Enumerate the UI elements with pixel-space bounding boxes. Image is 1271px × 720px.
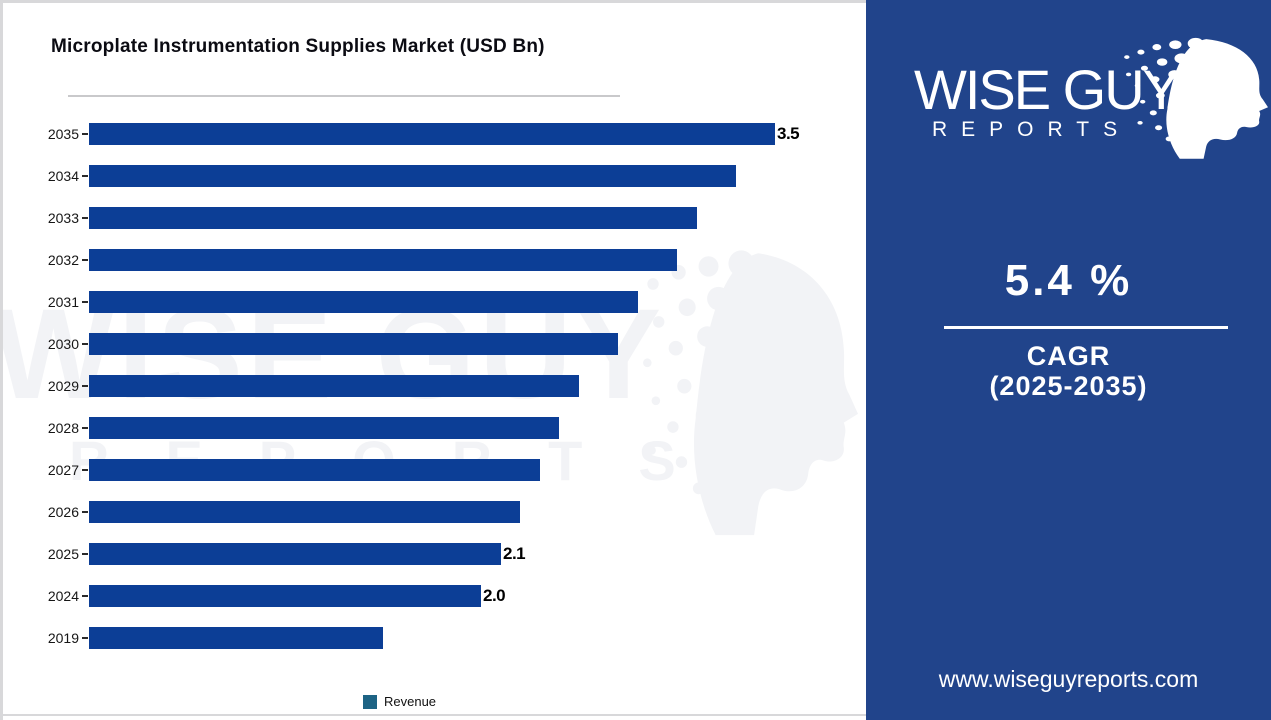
bar-row: 2026 bbox=[45, 491, 799, 533]
wiseguy-head-icon bbox=[1124, 37, 1268, 159]
y-axis-label: 2026 bbox=[47, 504, 79, 520]
bar-track bbox=[88, 333, 618, 355]
bottom-divider bbox=[3, 714, 866, 716]
revenue-bar bbox=[89, 165, 736, 187]
y-axis-label: 2028 bbox=[47, 420, 79, 436]
y-axis-label: 2034 bbox=[47, 168, 79, 184]
bar-row: 2032 bbox=[45, 239, 799, 281]
cagr-divider bbox=[944, 326, 1228, 329]
logo-text-wise-guy: WISE GUY bbox=[914, 58, 1180, 121]
axis-tick bbox=[82, 469, 88, 471]
bar-row: 2027 bbox=[45, 449, 799, 491]
bar-track bbox=[88, 249, 677, 271]
axis-tick bbox=[82, 595, 88, 597]
bar-row: 2031 bbox=[45, 281, 799, 323]
bar-row: 2029 bbox=[45, 365, 799, 407]
logo-head bbox=[1118, 36, 1268, 160]
bar-value-label: 2.0 bbox=[483, 586, 506, 605]
bar-row: 2024 2.0 bbox=[45, 575, 799, 617]
bar-track: 2.1 bbox=[88, 543, 526, 565]
cagr-label: CAGR bbox=[1026, 341, 1111, 371]
axis-tick bbox=[82, 259, 88, 261]
bar-track bbox=[88, 417, 559, 439]
bar-track bbox=[88, 291, 638, 313]
bar-track: 2.0 bbox=[88, 585, 506, 607]
legend-marker-icon bbox=[363, 694, 377, 709]
website-url: www.wiseguyreports.com bbox=[938, 666, 1199, 692]
bar-track bbox=[88, 501, 520, 523]
y-axis-label: 2027 bbox=[47, 462, 79, 478]
wiseguy-logo: WISE GUY REPORTS bbox=[866, 0, 1271, 180]
sidebar: WISE GUY REPORTS 5.4 % bbox=[866, 0, 1271, 720]
cagr-period: (2025-2035) bbox=[989, 371, 1148, 401]
bar-track bbox=[88, 165, 736, 187]
legend: Revenue bbox=[363, 694, 436, 709]
axis-tick bbox=[82, 301, 88, 303]
legend-label: Revenue bbox=[384, 694, 437, 709]
bar-row: 2025 2.1 bbox=[45, 533, 799, 575]
revenue-bar bbox=[89, 123, 775, 145]
title-underline bbox=[68, 95, 620, 97]
axis-tick bbox=[82, 175, 88, 177]
y-axis-label: 2029 bbox=[47, 378, 79, 394]
axis-tick bbox=[82, 385, 88, 387]
bar-track bbox=[88, 459, 540, 481]
axis-tick bbox=[82, 553, 88, 555]
revenue-bar bbox=[89, 627, 383, 649]
bar-row: 2028 bbox=[45, 407, 799, 449]
bar-value-label: 2.1 bbox=[503, 544, 526, 563]
revenue-bar bbox=[89, 249, 677, 271]
chart-title: Microplate Instrumentation Supplies Mark… bbox=[51, 36, 545, 57]
y-axis-label: 2019 bbox=[47, 630, 79, 646]
bar-track bbox=[88, 375, 579, 397]
bar-value-label: 3.5 bbox=[777, 124, 800, 143]
y-axis-label: 2035 bbox=[47, 126, 79, 142]
bar-row: 2035 3.5 bbox=[45, 113, 800, 155]
axis-tick bbox=[82, 133, 88, 135]
revenue-bar bbox=[89, 543, 501, 565]
revenue-bar bbox=[89, 459, 540, 481]
bar-track bbox=[88, 207, 697, 229]
revenue-bar bbox=[89, 375, 579, 397]
cagr-value: 5.4 % bbox=[1004, 256, 1133, 305]
revenue-bar bbox=[89, 333, 618, 355]
bar-row: 2030 bbox=[45, 323, 799, 365]
axis-tick bbox=[82, 511, 88, 513]
y-axis-label: 2032 bbox=[47, 252, 79, 268]
axis-tick bbox=[82, 427, 88, 429]
y-axis-label: 2031 bbox=[47, 294, 79, 310]
revenue-bar bbox=[89, 501, 520, 523]
y-axis-label: 2024 bbox=[47, 588, 79, 604]
logo-text-reports: REPORTS bbox=[932, 118, 1132, 141]
axis-tick bbox=[82, 217, 88, 219]
bar-row: 2019 bbox=[45, 617, 799, 659]
revenue-bar bbox=[89, 585, 481, 607]
bar-row: 2034 bbox=[45, 155, 799, 197]
bar-row: 2033 bbox=[45, 197, 799, 239]
bar-chart-plot-area: 2035 3.5 2034 2033 2032 2031 2030 2029 2028 2027 2… bbox=[45, 113, 800, 659]
bar-track: 3.5 bbox=[88, 123, 800, 145]
chart-panel: WISE GUY REPORTS Microplate Instrumentat… bbox=[0, 0, 866, 720]
bar-track bbox=[88, 627, 383, 649]
watermark-head-logo bbox=[616, 246, 858, 538]
wiseguy-head-icon bbox=[625, 250, 858, 536]
revenue-bar bbox=[89, 417, 559, 439]
y-axis-label: 2030 bbox=[47, 336, 79, 352]
axis-tick bbox=[82, 343, 88, 345]
y-axis-label: 2033 bbox=[47, 210, 79, 226]
axis-tick bbox=[82, 637, 88, 639]
y-axis-label: 2025 bbox=[47, 546, 79, 562]
revenue-bar bbox=[89, 207, 697, 229]
revenue-bar bbox=[89, 291, 638, 313]
